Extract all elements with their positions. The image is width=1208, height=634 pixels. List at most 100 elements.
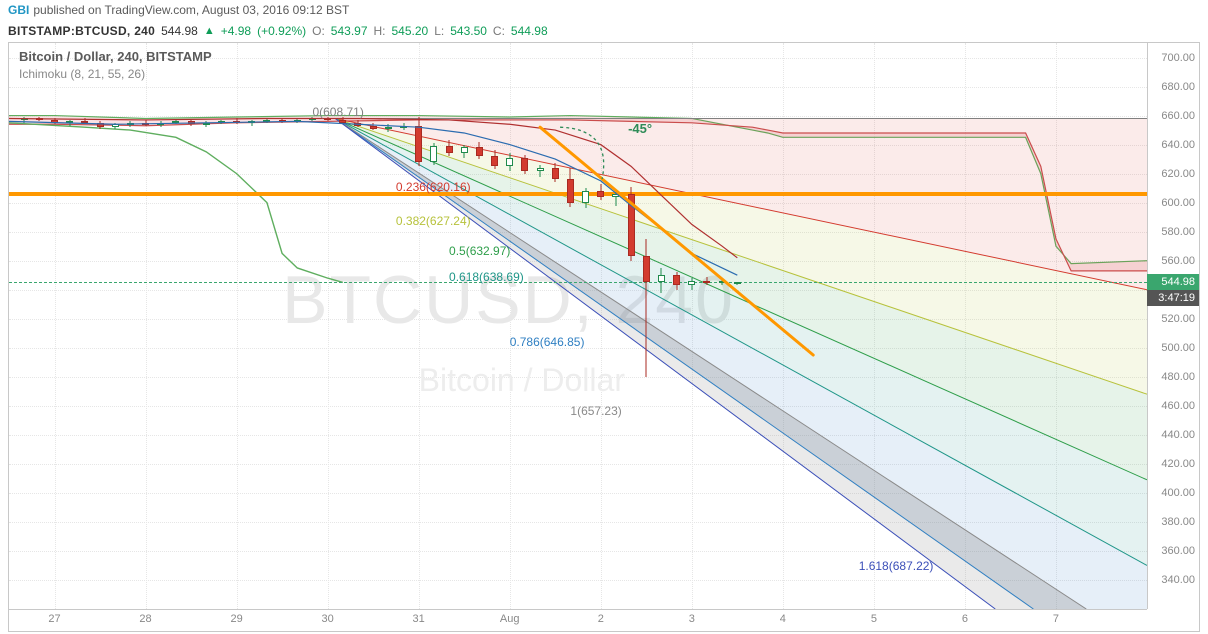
candlestick	[476, 43, 483, 609]
price-tick: 580.00	[1161, 226, 1195, 238]
candlestick	[172, 43, 179, 609]
price-tick: 560.00	[1161, 255, 1195, 267]
price-tick: 500.00	[1161, 342, 1195, 354]
candlestick	[81, 43, 88, 609]
chart-plot-area[interactable]: Bitcoin / Dollar, 240, BITSTAMP Ichimoku…	[9, 43, 1147, 609]
candlestick	[703, 43, 710, 609]
gridline-horizontal	[9, 464, 1147, 465]
time-tick: 6	[962, 613, 968, 625]
o-value: 543.97	[331, 24, 368, 38]
time-tick: Aug	[500, 613, 520, 625]
candlestick	[597, 43, 604, 609]
publish-header: GBI published on TradingView.com, August…	[0, 0, 1208, 20]
chart-container[interactable]: Bitcoin / Dollar, 240, BITSTAMP Ichimoku…	[8, 42, 1200, 632]
time-tick: 2	[598, 613, 604, 625]
candlestick	[400, 43, 407, 609]
price-tick: 480.00	[1161, 371, 1195, 383]
gridline-vertical	[1056, 43, 1057, 609]
gridline-horizontal	[9, 203, 1147, 204]
price-tick: 700.00	[1161, 52, 1195, 64]
chart-title: Bitcoin / Dollar, 240, BITSTAMP	[19, 49, 212, 64]
candlestick	[567, 43, 574, 609]
horizontal-line[interactable]	[9, 192, 1147, 196]
price-tick: 340.00	[1161, 574, 1195, 586]
candlestick	[112, 43, 119, 609]
candlestick	[552, 43, 559, 609]
price-tick: 620.00	[1161, 168, 1195, 180]
time-tick: 27	[48, 613, 60, 625]
time-tick: 7	[1053, 613, 1059, 625]
o-label: O:	[312, 24, 325, 38]
gridline-horizontal	[9, 493, 1147, 494]
gridline-horizontal	[9, 116, 1147, 117]
candlestick	[446, 43, 453, 609]
candlestick	[309, 43, 316, 609]
symbol-info-bar: BITSTAMP:BTCUSD, 240 544.98 ▲ +4.98 (+0.…	[0, 20, 1208, 42]
time-tick: 5	[871, 613, 877, 625]
candlestick	[66, 43, 73, 609]
candlestick	[203, 43, 210, 609]
author-name[interactable]: GBI	[8, 3, 29, 17]
current-price-line	[9, 282, 1147, 283]
price-tick: 660.00	[1161, 110, 1195, 122]
publish-text: published on TradingView.com, August 03,…	[33, 3, 349, 17]
candlestick	[582, 43, 589, 609]
candlestick	[521, 43, 528, 609]
l-label: L:	[434, 24, 444, 38]
price-change: +4.98	[221, 24, 251, 38]
c-label: C:	[493, 24, 505, 38]
candlestick	[127, 43, 134, 609]
candlestick	[354, 43, 361, 609]
candlestick	[339, 43, 346, 609]
gridline-vertical	[874, 43, 875, 609]
candlestick	[142, 43, 149, 609]
gridline-horizontal	[9, 319, 1147, 320]
candlestick	[673, 43, 680, 609]
candlestick	[324, 43, 331, 609]
candlestick	[263, 43, 270, 609]
gridline-vertical	[965, 43, 966, 609]
candlestick	[430, 43, 437, 609]
gridline-horizontal	[9, 87, 1147, 88]
fib-fan-label: 0.236(620.16)	[396, 180, 471, 194]
gridline-horizontal	[9, 435, 1147, 436]
l-value: 543.50	[450, 24, 487, 38]
time-axis[interactable]: 2728293031Aug234567	[9, 609, 1147, 631]
up-arrow-icon: ▲	[204, 25, 215, 37]
candlestick	[719, 43, 726, 609]
candlestick	[537, 43, 544, 609]
candlestick	[294, 43, 301, 609]
candlestick	[157, 43, 164, 609]
time-tick: 28	[139, 613, 151, 625]
gridline-horizontal	[9, 522, 1147, 523]
h-label: H:	[374, 24, 386, 38]
candlestick	[385, 43, 392, 609]
price-tick: 440.00	[1161, 429, 1195, 441]
symbol-label: BITSTAMP:BTCUSD, 240	[8, 24, 155, 38]
time-tick: 4	[780, 613, 786, 625]
c-value: 544.98	[511, 24, 548, 38]
chart-svg-overlay	[9, 43, 1147, 609]
candlestick	[688, 43, 695, 609]
fib-fan-label: 0.382(627.24)	[396, 214, 471, 228]
candlestick	[506, 43, 513, 609]
gridline-horizontal	[9, 232, 1147, 233]
candlestick	[21, 43, 28, 609]
price-tick: 380.00	[1161, 516, 1195, 528]
chart-svg-background	[9, 43, 1147, 609]
price-tick: 520.00	[1161, 313, 1195, 325]
fib-fan-label: 1(657.23)	[570, 404, 621, 418]
price-tick: 460.00	[1161, 400, 1195, 412]
time-tick: 31	[413, 613, 425, 625]
gridline-horizontal	[9, 580, 1147, 581]
candlestick	[97, 43, 104, 609]
candlestick	[248, 43, 255, 609]
price-tick: 600.00	[1161, 197, 1195, 209]
gridline-horizontal	[9, 290, 1147, 291]
price-axis[interactable]: 340.00360.00380.00400.00420.00440.00460.…	[1147, 43, 1199, 609]
fib-fan-label: 0.5(632.97)	[449, 244, 510, 258]
candlestick	[188, 43, 195, 609]
candlestick	[370, 43, 377, 609]
candlestick	[658, 43, 665, 609]
gridline-horizontal	[9, 551, 1147, 552]
